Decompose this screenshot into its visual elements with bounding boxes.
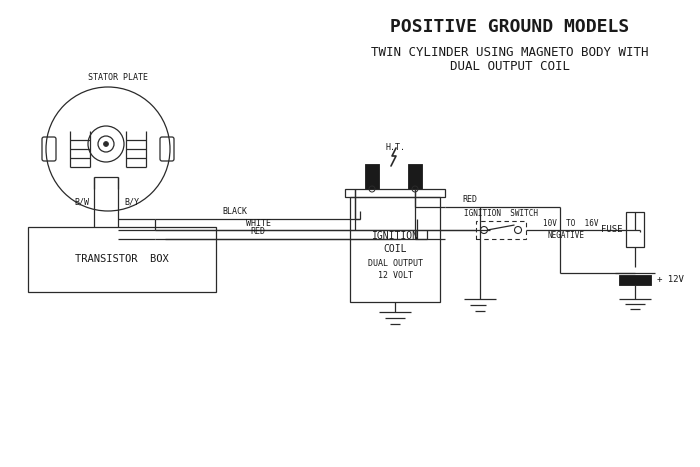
Text: WHITE: WHITE — [246, 219, 270, 227]
Text: COIL: COIL — [384, 244, 407, 254]
Bar — [619, 275, 651, 285]
Text: RED: RED — [463, 194, 477, 204]
Text: STATOR PLATE: STATOR PLATE — [88, 73, 148, 83]
Text: + 12V: + 12V — [657, 276, 684, 284]
Text: B/Y: B/Y — [125, 198, 139, 206]
Text: B/W: B/W — [74, 198, 90, 206]
Text: IGNITION: IGNITION — [372, 231, 419, 241]
Bar — [350, 197, 440, 302]
Text: FUSE: FUSE — [601, 225, 622, 234]
Text: TWIN CYLINDER USING MAGNETO BODY WITH: TWIN CYLINDER USING MAGNETO BODY WITH — [371, 45, 649, 58]
Text: IGNITION  SWITCH: IGNITION SWITCH — [464, 210, 538, 219]
Bar — [408, 164, 422, 189]
Text: 10V  TO  16V: 10V TO 16V — [543, 219, 598, 228]
Bar — [365, 164, 379, 189]
Bar — [476, 221, 526, 239]
Text: H.T.: H.T. — [385, 143, 405, 153]
Text: POSITIVE GROUND MODELS: POSITIVE GROUND MODELS — [391, 18, 629, 36]
Bar — [626, 212, 644, 247]
Text: 12 VOLT: 12 VOLT — [377, 271, 412, 281]
Circle shape — [104, 142, 108, 147]
Bar — [28, 227, 216, 292]
Text: TRANSISTOR  BOX: TRANSISTOR BOX — [75, 255, 169, 264]
Text: NEGATIVE: NEGATIVE — [547, 231, 584, 240]
Text: BLACK: BLACK — [223, 207, 248, 217]
Text: DUAL OUTPUT COIL: DUAL OUTPUT COIL — [450, 59, 570, 72]
Text: DUAL OUTPUT: DUAL OUTPUT — [368, 260, 423, 269]
Bar — [345, 189, 445, 197]
Text: RED: RED — [251, 227, 265, 236]
